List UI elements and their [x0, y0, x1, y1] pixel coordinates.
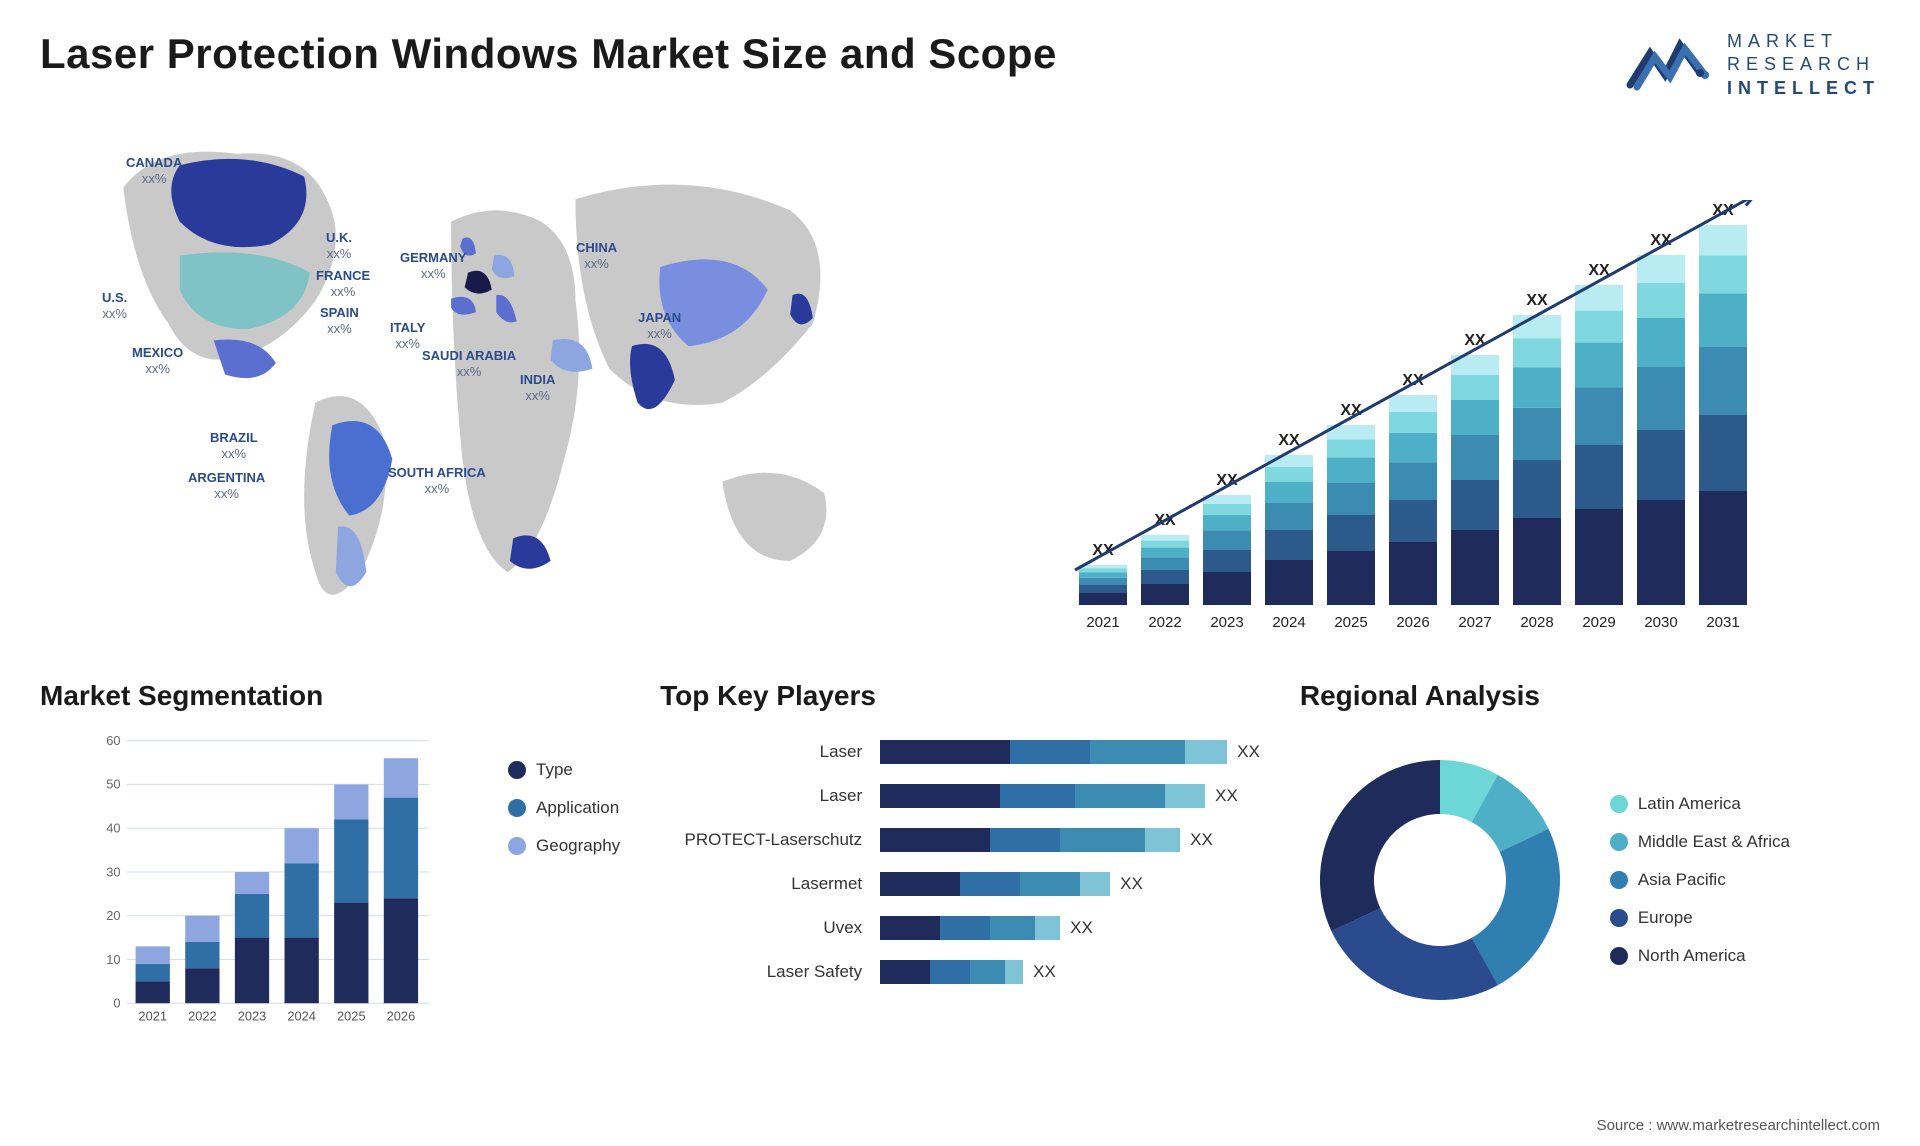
map-label: MEXICOxx% — [132, 345, 183, 376]
svg-text:10: 10 — [106, 952, 120, 967]
player-name: Uvex — [660, 918, 880, 938]
map-label: FRANCExx% — [316, 268, 370, 299]
player-value: XX — [1237, 742, 1260, 762]
legend-item: Middle East & Africa — [1610, 832, 1790, 852]
player-bar: XX — [880, 916, 1260, 940]
player-name: Laser Safety — [660, 962, 880, 982]
regional-donut-chart — [1300, 740, 1580, 1020]
player-bar: XX — [880, 828, 1260, 852]
logo-text: MARKET RESEARCH INTELLECT — [1727, 30, 1880, 100]
legend-item: Asia Pacific — [1610, 870, 1790, 890]
legend-item: Latin America — [1610, 794, 1790, 814]
map-label: BRAZILxx% — [210, 430, 258, 461]
svg-text:40: 40 — [106, 821, 120, 836]
svg-text:XX: XX — [1526, 292, 1548, 309]
svg-text:2031: 2031 — [1706, 614, 1739, 631]
svg-text:0: 0 — [113, 996, 120, 1011]
players-title: Top Key Players — [660, 680, 1260, 712]
players-bar-list: LaserXXLaserXXPROTECT-LaserschutzXXLaser… — [660, 730, 1260, 1030]
svg-text:2022: 2022 — [1148, 614, 1181, 631]
map-label: U.K.xx% — [326, 230, 352, 261]
map-label: ITALYxx% — [390, 320, 425, 351]
world-map-icon — [40, 120, 930, 640]
player-row: Lasermet XX — [660, 862, 1260, 906]
legend-item: Geography — [508, 836, 620, 856]
map-label: CHINAxx% — [576, 240, 617, 271]
player-row: Laser XX — [660, 774, 1260, 818]
brand-logo: MARKET RESEARCH INTELLECT — [1625, 30, 1880, 100]
svg-text:2024: 2024 — [287, 1009, 316, 1024]
player-bar: XX — [880, 872, 1260, 896]
svg-text:60: 60 — [106, 733, 120, 748]
svg-text:2021: 2021 — [1086, 614, 1119, 631]
legend-item: North America — [1610, 946, 1790, 966]
logo-mark-icon — [1625, 35, 1715, 95]
svg-text:2021: 2021 — [138, 1009, 167, 1024]
svg-text:2023: 2023 — [1210, 614, 1243, 631]
regional-panel: Regional Analysis Latin America Middle Ea… — [1300, 680, 1880, 1060]
player-name: Lasermet — [660, 874, 880, 894]
players-panel: Top Key Players LaserXXLaserXXPROTECT-La… — [660, 680, 1260, 1060]
growth-chart-panel: XX2021XX2022XX2023XX2024XX2025XX2026XX20… — [970, 120, 1880, 640]
player-name: PROTECT-Laserschutz — [660, 830, 880, 850]
player-row: PROTECT-Laserschutz XX — [660, 818, 1260, 862]
player-bar: XX — [880, 740, 1260, 764]
svg-text:2028: 2028 — [1520, 614, 1553, 631]
player-name: Laser — [660, 742, 880, 762]
segmentation-panel: Market Segmentation 0 10 20 30 40 50 60 2021 202… — [40, 680, 620, 1060]
player-row: Laser Safety XX — [660, 950, 1260, 994]
legend-item: Type — [508, 760, 620, 780]
segmentation-bar-chart: 0 10 20 30 40 50 60 2021 2022 2023 2024 2025 2026 — [40, 730, 484, 1030]
growth-bar-chart: XX2021XX2022XX2023XX2024XX2025XX2026XX20… — [970, 200, 1860, 640]
map-label: SAUDI ARABIAxx% — [422, 348, 516, 379]
player-bar: XX — [880, 960, 1260, 984]
svg-text:2029: 2029 — [1582, 614, 1615, 631]
map-label: SOUTH AFRICAxx% — [388, 465, 486, 496]
regional-title: Regional Analysis — [1300, 680, 1880, 712]
world-map-panel: CANADAxx% U.S.xx%MEXICOxx% BRAZILxx% ARGENT… — [40, 120, 930, 640]
player-bar: XX — [880, 784, 1260, 808]
svg-text:2022: 2022 — [188, 1009, 217, 1024]
player-name: Laser — [660, 786, 880, 806]
svg-text:2027: 2027 — [1458, 614, 1491, 631]
map-label: GERMANYxx% — [400, 250, 466, 281]
map-label: SPAINxx% — [320, 305, 359, 336]
svg-text:2025: 2025 — [337, 1009, 366, 1024]
svg-text:2026: 2026 — [387, 1009, 416, 1024]
page-title: Laser Protection Windows Market Size and… — [40, 30, 1057, 78]
segmentation-title: Market Segmentation — [40, 680, 620, 712]
svg-text:2025: 2025 — [1334, 614, 1367, 631]
legend-item: Application — [508, 798, 620, 818]
map-label: CANADAxx% — [126, 155, 182, 186]
legend-item: Europe — [1610, 908, 1790, 928]
player-row: Uvex XX — [660, 906, 1260, 950]
segmentation-legend: Type Application Geography — [508, 730, 620, 856]
source-label: Source : www.marketresearchintellect.com — [1597, 1117, 1880, 1134]
svg-text:30: 30 — [106, 864, 120, 879]
regional-legend: Latin America Middle East & Africa Asia Pa… — [1610, 794, 1790, 966]
svg-text:2023: 2023 — [238, 1009, 267, 1024]
player-value: XX — [1120, 874, 1143, 894]
map-label: ARGENTINAxx% — [188, 470, 265, 501]
map-label: U.S.xx% — [102, 290, 127, 321]
player-value: XX — [1215, 786, 1238, 806]
map-label: INDIAxx% — [520, 372, 555, 403]
svg-text:2030: 2030 — [1644, 614, 1677, 631]
svg-text:2024: 2024 — [1272, 614, 1305, 631]
map-label: JAPANxx% — [638, 310, 681, 341]
svg-text:20: 20 — [106, 908, 120, 923]
svg-text:50: 50 — [106, 777, 120, 792]
svg-text:2026: 2026 — [1396, 614, 1429, 631]
player-row: Laser XX — [660, 730, 1260, 774]
player-value: XX — [1070, 918, 1093, 938]
player-value: XX — [1190, 830, 1213, 850]
player-value: XX — [1033, 962, 1056, 982]
